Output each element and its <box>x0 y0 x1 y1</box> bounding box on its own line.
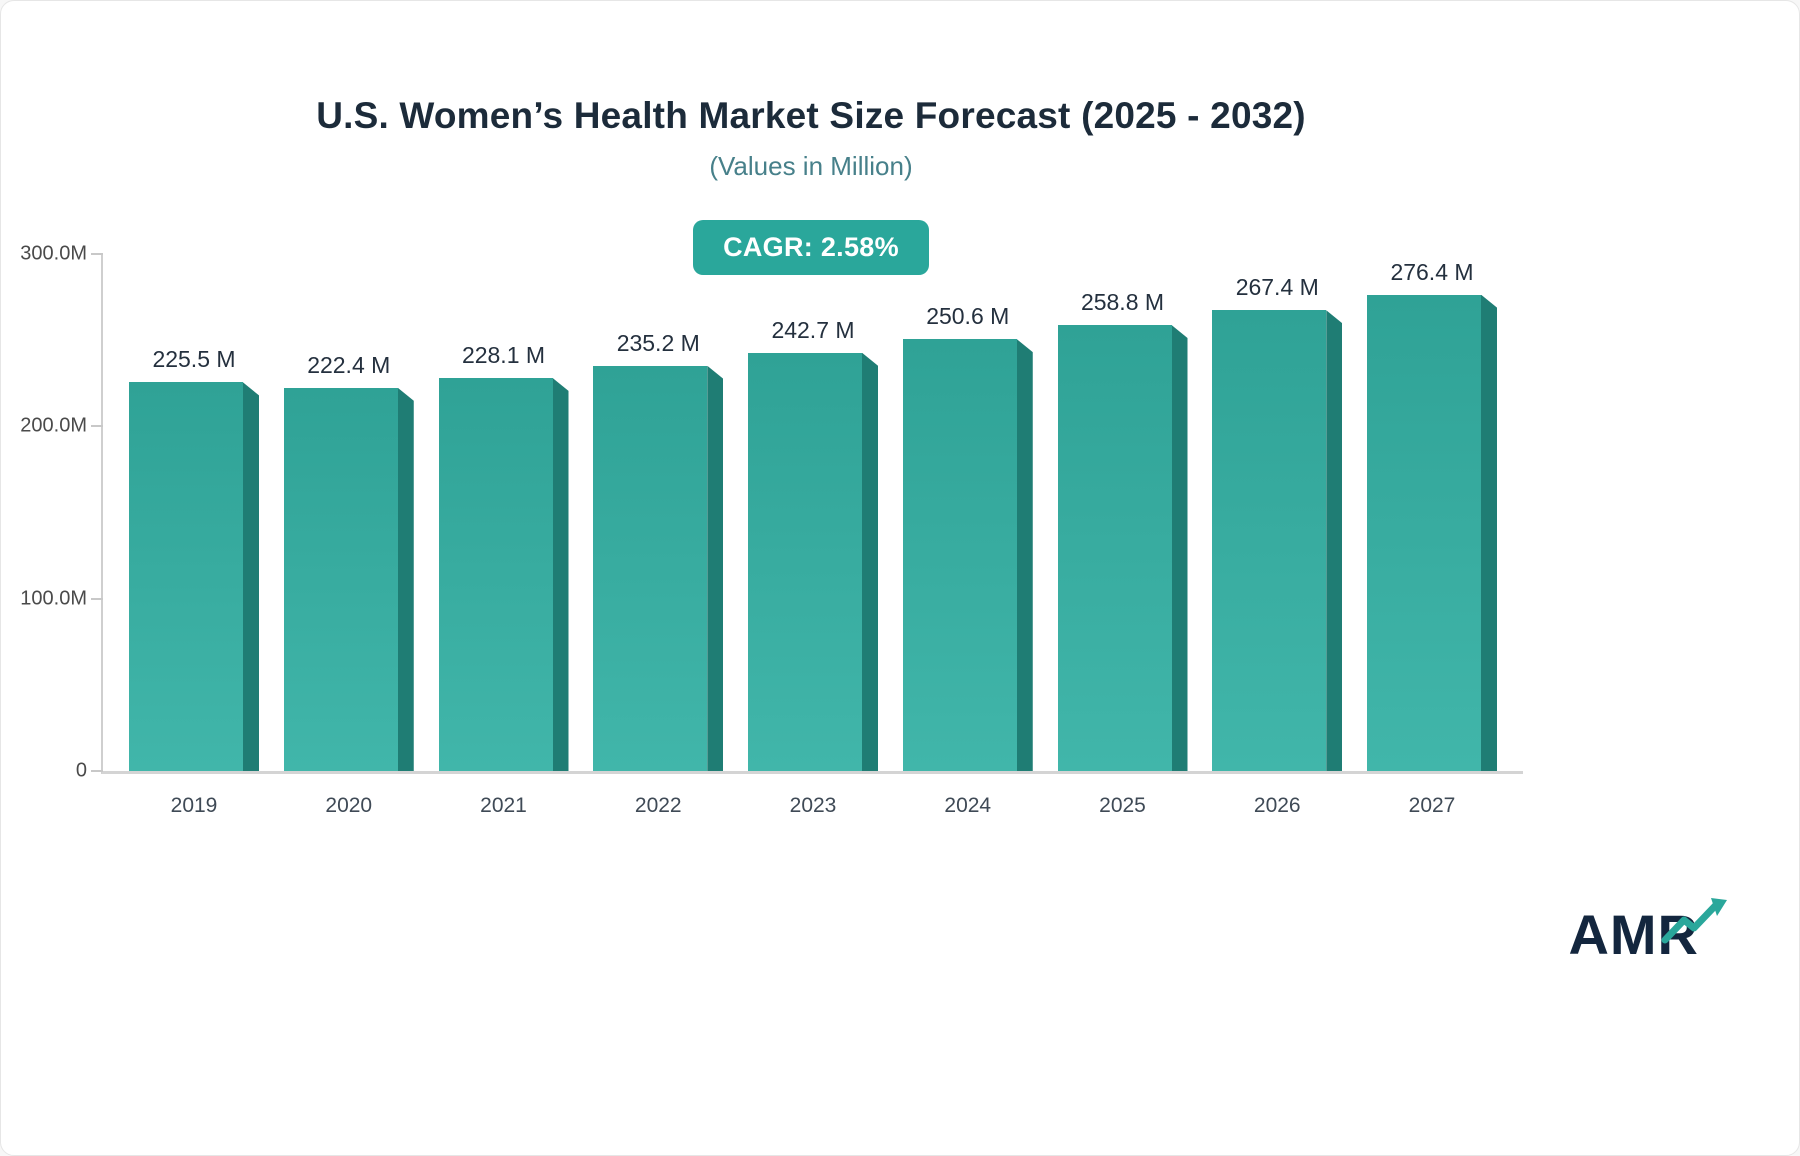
bar-face <box>593 365 708 771</box>
bar-2020 <box>283 387 414 771</box>
bar-group-2025: 258.8 M 2025 <box>1057 254 1188 817</box>
bar-value-label: 242.7 M <box>771 316 855 343</box>
bar-side-face <box>1171 325 1188 771</box>
bar-side-face <box>397 387 414 771</box>
chart-title: U.S. Women’s Health Market Size Forecast… <box>316 95 1306 136</box>
bar-group-2020: 222.4 M 2020 <box>283 254 414 817</box>
bar-face <box>748 352 862 771</box>
bar-face <box>129 382 243 771</box>
bar-side-face <box>1016 339 1033 771</box>
chart-subtitle: (Values in Million) <box>709 151 913 181</box>
bar-value-label: 235.2 M <box>616 329 700 356</box>
y-axis-tick-mark <box>91 253 103 255</box>
y-axis-tick-label: 100.0M <box>20 587 87 610</box>
bar-side-face <box>243 382 259 771</box>
bar-group-2024: 250.6 M 2024 <box>902 254 1033 817</box>
chart-header: U.S. Women’s Health Market Size Forecast… <box>1 1 1621 275</box>
bar-value-label: 267.4 M <box>1235 274 1319 301</box>
amr-logo: AMR <box>1568 898 1727 967</box>
bar-face <box>1057 325 1172 771</box>
bar-value-label: 276.4 M <box>1390 258 1474 285</box>
x-axis-label: 2026 <box>1253 794 1301 817</box>
amr-logo-text: AMR <box>1568 903 1699 966</box>
bar-2021 <box>438 377 569 771</box>
cagr-badge: CAGR: 2.58% <box>693 220 929 275</box>
bar-face <box>1212 310 1327 771</box>
bar-group-2027: 276.4 M 2027 <box>1367 254 1497 817</box>
bar-value-label: 250.6 M <box>926 303 1010 330</box>
x-axis-label: 2022 <box>634 794 682 817</box>
bar-group-2019: 225.5 M 2019 <box>129 254 259 817</box>
bar-face <box>902 339 1017 771</box>
bar-group-2022: 235.2 M 2022 <box>593 254 724 817</box>
x-axis-label: 2020 <box>325 794 373 817</box>
bar-side-face <box>1326 310 1343 771</box>
bar-2023 <box>748 352 878 771</box>
x-axis-label: 2023 <box>789 794 837 817</box>
x-axis-label: 2025 <box>1099 794 1146 817</box>
bar-side-face <box>1481 294 1497 771</box>
bars-row: 225.5 M 2019 222.4 M 2020 228.1 M 2021 235.2 M… <box>103 254 1523 817</box>
x-axis-label: 2024 <box>944 794 992 817</box>
y-axis-tick-label: 200.0M <box>20 414 87 437</box>
bar-2022 <box>593 365 724 771</box>
amr-logo-arrow-icon <box>1661 898 1727 944</box>
x-axis-label: 2021 <box>480 794 527 817</box>
bar-group-2023: 242.7 M 2023 <box>748 254 878 817</box>
bar-2024 <box>902 339 1033 771</box>
y-axis-tick-label: 300.0M <box>20 242 87 265</box>
y-axis-tick-label: 0 <box>75 759 87 782</box>
bar-value-label: 258.8 M <box>1080 289 1165 316</box>
bar-2019 <box>129 382 259 771</box>
bar-value-label: 222.4 M <box>307 351 391 378</box>
x-axis-label: 2027 <box>1408 794 1456 817</box>
bar-2025 <box>1057 325 1188 771</box>
bar-side-face <box>552 377 569 771</box>
bar-value-label: 228.1 M <box>461 341 546 368</box>
bar-side-face <box>862 352 878 771</box>
bar-2026 <box>1212 310 1343 771</box>
x-axis-label: 2019 <box>170 794 218 817</box>
bar-group-2021: 228.1 M 2021 <box>438 254 569 817</box>
bar-2027 <box>1367 294 1497 771</box>
y-axis-tick-mark <box>91 770 103 772</box>
bar-group-2026: 267.4 M 2026 <box>1212 254 1343 817</box>
bar-face <box>1367 294 1481 771</box>
bar-face <box>283 387 398 771</box>
bar-side-face <box>707 365 724 771</box>
y-axis-tick-mark <box>91 425 103 428</box>
plot-area: 225.5 M 2019 222.4 M 2020 228.1 M 2021 235.2 M… <box>20 243 1523 817</box>
y-axis-tick-mark <box>91 597 103 600</box>
bar-face <box>438 377 553 771</box>
bar-value-label: 225.5 M <box>152 346 236 373</box>
